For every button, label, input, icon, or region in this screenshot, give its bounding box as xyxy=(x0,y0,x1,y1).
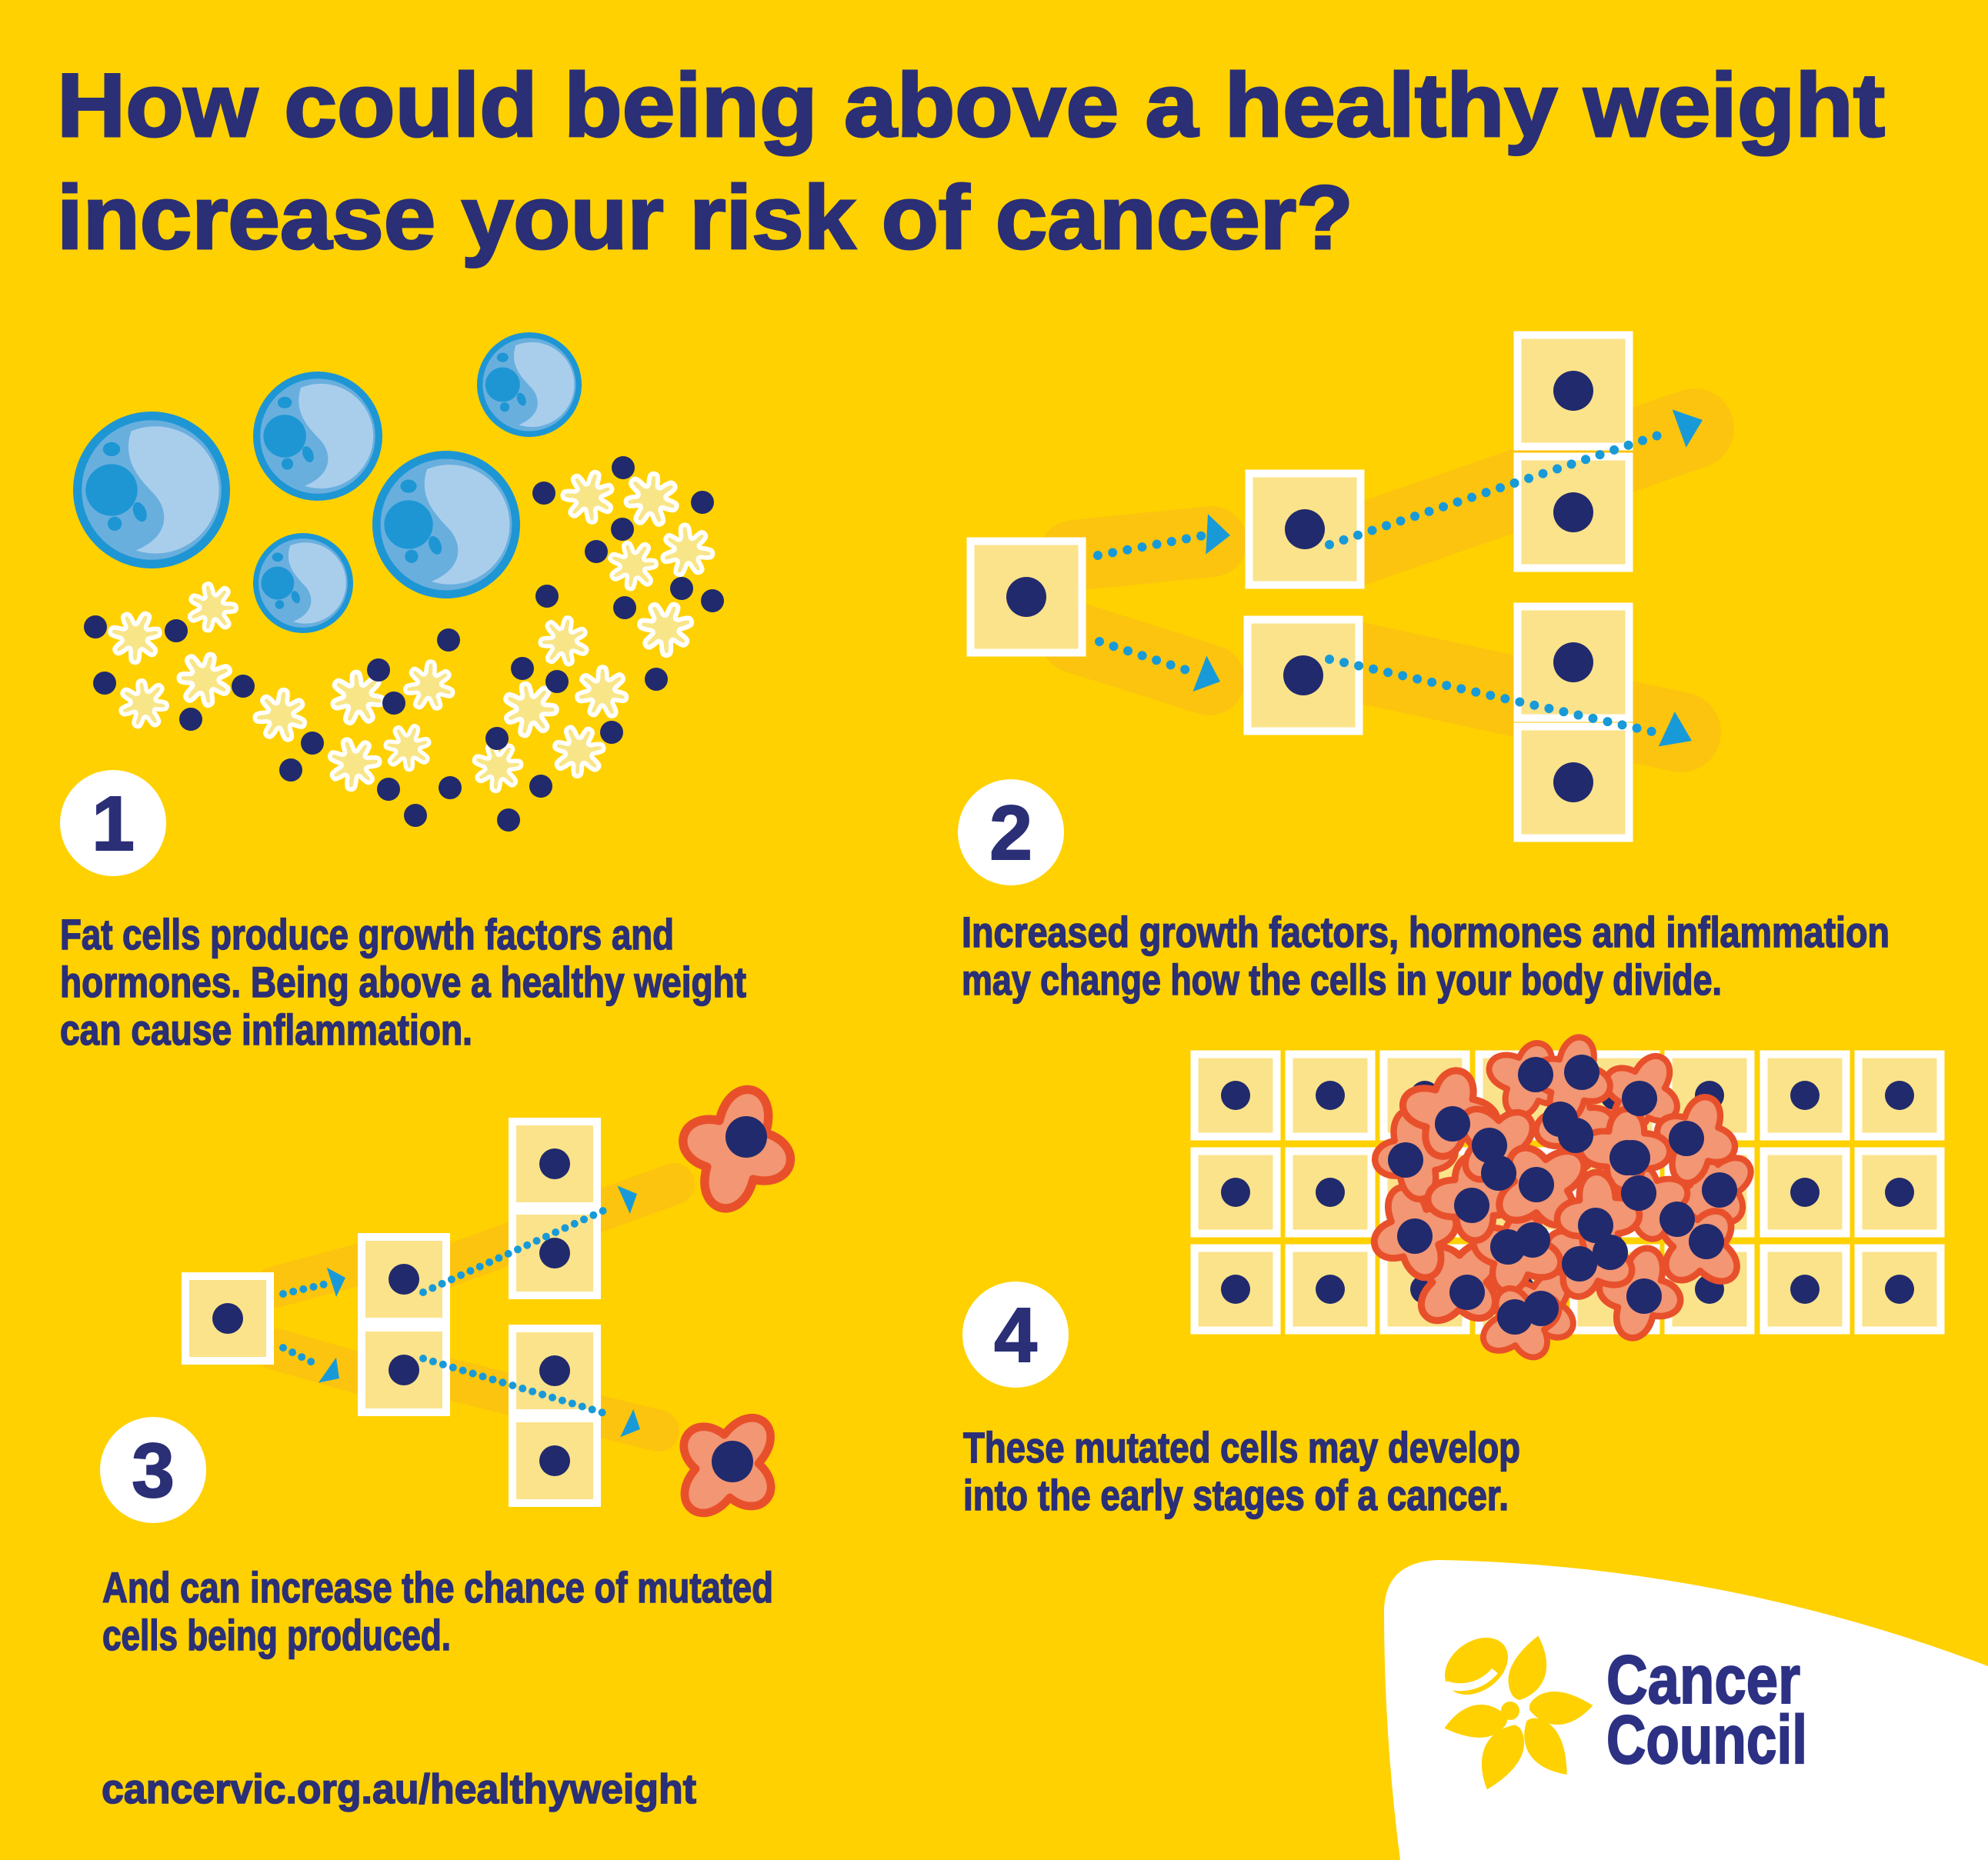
svg-text:Council: Council xyxy=(1606,1701,1807,1778)
svg-text:can cause inflammation.: can cause inflammation. xyxy=(60,1005,472,1054)
svg-text:2: 2 xyxy=(989,790,1032,876)
svg-text:hormones. Being above a health: hormones. Being above a healthy weight xyxy=(60,958,746,1006)
svg-text:increase your risk of cancer?: increase your risk of cancer? xyxy=(57,167,1353,268)
svg-text:1: 1 xyxy=(92,781,135,867)
svg-text:into the early stages of a can: into the early stages of a cancer. xyxy=(963,1471,1509,1519)
svg-text:Increased growth factors, horm: Increased growth factors, hormones and i… xyxy=(962,908,1890,956)
svg-text:These mutated cells may develo: These mutated cells may develop xyxy=(963,1423,1520,1472)
svg-text:How could being above a health: How could being above a healthy weight xyxy=(57,55,1885,155)
svg-text:Fat cells produce growth facto: Fat cells produce growth factors and xyxy=(60,910,674,958)
svg-text:4: 4 xyxy=(994,1292,1037,1378)
svg-text:And can increase the chance of: And can increase the chance of mutated xyxy=(102,1563,773,1612)
svg-text:Cancer: Cancer xyxy=(1606,1641,1800,1718)
svg-text:3: 3 xyxy=(132,1428,175,1514)
svg-text:cancervic.org.au/healthyweight: cancervic.org.au/healthyweight xyxy=(102,1766,696,1812)
svg-text:may change how the cells in yo: may change how the cells in your body di… xyxy=(962,955,1722,1004)
svg-text:cells being produced.: cells being produced. xyxy=(102,1611,451,1659)
